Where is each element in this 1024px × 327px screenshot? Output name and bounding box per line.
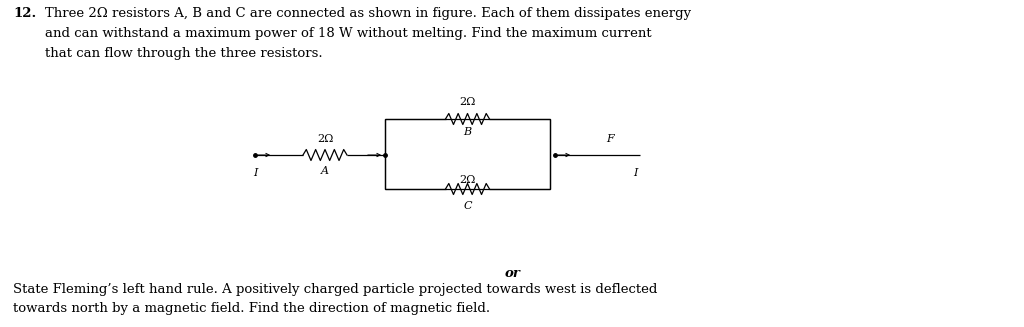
Text: Three 2Ω resistors A, B and C are connected as shown in figure. Each of them dis: Three 2Ω resistors A, B and C are connec…: [45, 7, 691, 20]
Text: 12.: 12.: [13, 7, 36, 20]
Text: F: F: [606, 134, 613, 144]
Text: I: I: [633, 168, 637, 178]
Text: 2Ω: 2Ω: [316, 134, 333, 144]
Text: A: A: [321, 166, 329, 176]
Text: or: or: [504, 267, 520, 280]
Text: and can withstand a maximum power of 18 W without melting. Find the maximum curr: and can withstand a maximum power of 18 …: [45, 27, 651, 40]
Text: State Fleming’s left hand rule. A positively charged particle projected towards : State Fleming’s left hand rule. A positi…: [13, 283, 657, 296]
Bar: [385, 119, 550, 189]
Text: towards north by a magnetic field. Find the direction of magnetic field.: towards north by a magnetic field. Find …: [13, 302, 490, 315]
Text: 2Ω: 2Ω: [460, 97, 476, 107]
Text: C: C: [463, 201, 472, 211]
Text: 2Ω: 2Ω: [460, 175, 476, 185]
Text: B: B: [464, 127, 472, 137]
Text: I: I: [253, 168, 257, 178]
Text: that can flow through the three resistors.: that can flow through the three resistor…: [45, 47, 323, 60]
